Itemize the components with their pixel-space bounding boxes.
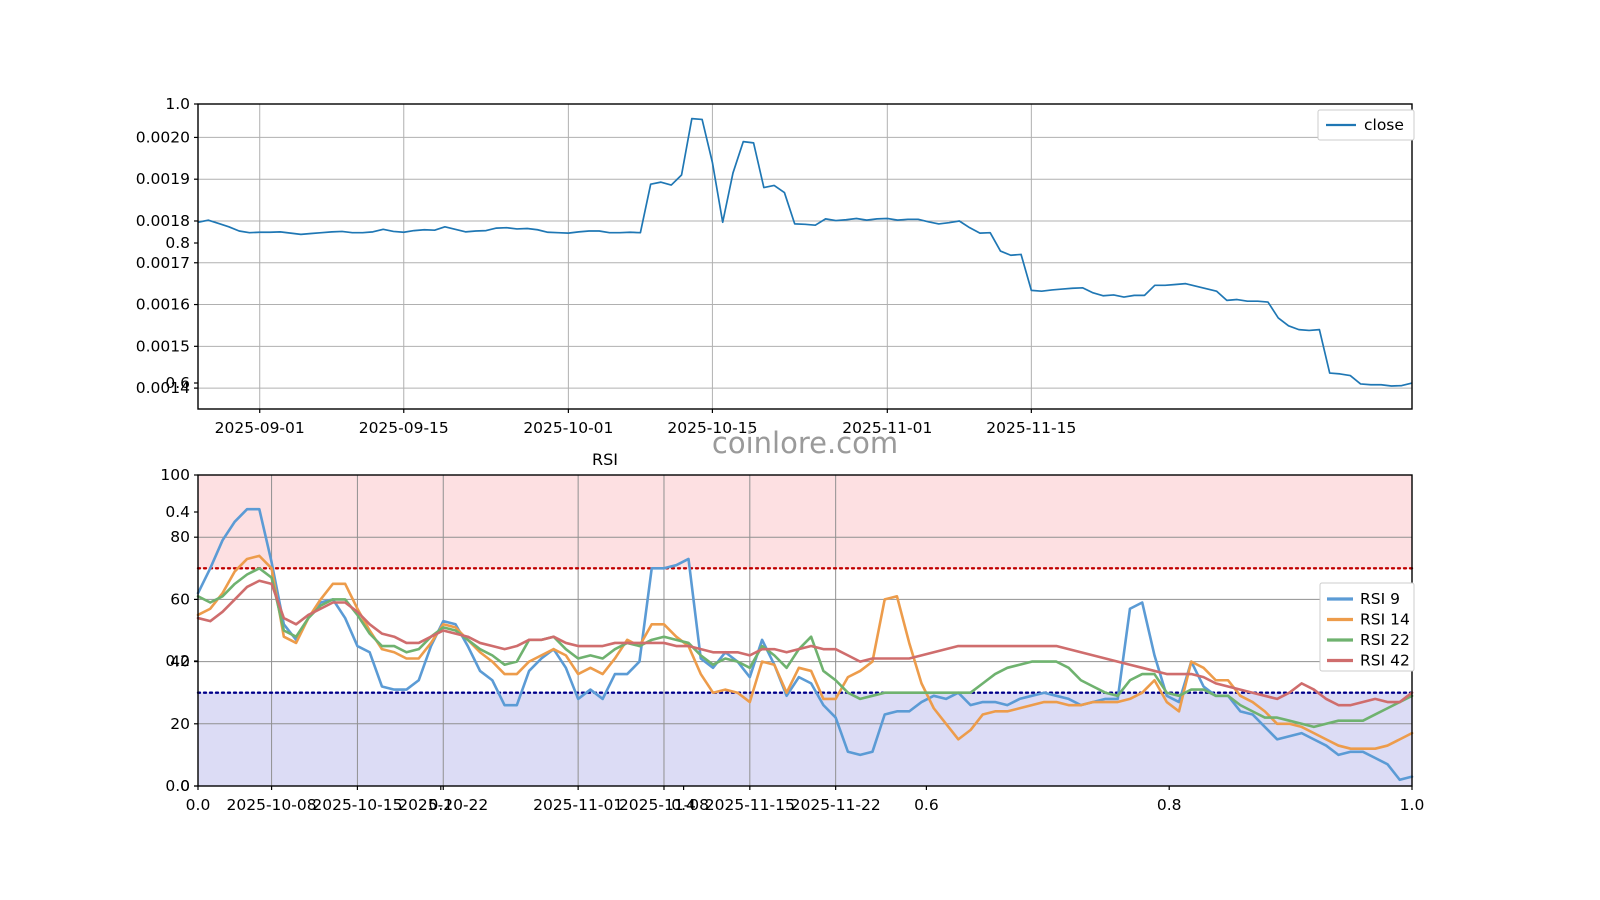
rsi-y-axis-ticks: 0 20 40 60 80 100 0.0 0.2 0.4 <box>160 466 198 795</box>
rsi-x-tick-label-ghost: 0.0 <box>186 796 211 814</box>
rsi-legend-label-2: RSI 22 <box>1360 631 1410 649</box>
rsi-line-rsi-42 <box>196 579 1414 707</box>
rsi-x-tick-label: 2025-11-22 <box>791 796 881 814</box>
price-x-tick-label: 2025-11-15 <box>986 419 1076 437</box>
rsi-x-tick-label: 2025-11-15 <box>705 796 795 814</box>
rsi-legend-label-0: RSI 9 <box>1360 590 1400 608</box>
rsi-title-group: RSI <box>592 450 618 469</box>
rsi-series-group <box>196 507 1414 782</box>
rsi-legend-label-3: RSI 42 <box>1360 652 1410 670</box>
rsi-y-tick-label: 100 <box>160 466 190 484</box>
watermark-text: coinlore.com <box>712 426 898 460</box>
rsi-x-tick-label-ghost: 0.8 <box>1157 796 1182 814</box>
price-x-tick-label: 2025-10-15 <box>667 419 757 437</box>
rsi-legend-label-1: RSI 14 <box>1360 611 1410 629</box>
price-x-tick-label: 2025-09-15 <box>359 419 449 437</box>
rsi-title: RSI <box>592 450 618 469</box>
price-line-close <box>197 117 1413 387</box>
price-y-tick-label-ghost: 1.0 <box>165 95 190 113</box>
rsi-y-tick-label-ghost: 0.0 <box>165 777 190 795</box>
rsi-gridlines <box>198 475 1412 786</box>
rsi-x-tick-label-ghost: 0.2 <box>428 796 453 814</box>
price-x-tick-label: 2025-11-01 <box>842 419 932 437</box>
oversold-band <box>198 692 1412 786</box>
rsi-y-tick-label: 40 <box>170 653 190 671</box>
price-y-tick-label: 0.0017 <box>136 254 190 272</box>
rsi-y-tick-label: 20 <box>170 715 190 733</box>
rsi-line-rsi-22 <box>196 567 1414 729</box>
rsi-x-tick-label: 2025-11-08 <box>619 796 709 814</box>
rsi-line-rsi-14 <box>196 554 1414 750</box>
price-plot-border <box>197 103 1413 410</box>
price-axes-frame <box>197 103 1413 410</box>
rsi-x-tick-label: 2025-10-22 <box>398 796 488 814</box>
rsi-legend-box <box>1319 582 1415 672</box>
price-series-close <box>197 117 1413 387</box>
price-legend-box <box>1317 109 1415 141</box>
rsi-x-tick-label: 2025-11-01 <box>533 796 623 814</box>
rsi-threshold-bands <box>198 475 1412 786</box>
price-x-axis-ticks: 2025-09-01 2025-09-15 2025-10-01 2025-10-15… <box>215 409 1076 437</box>
price-gridlines <box>198 104 1412 409</box>
rsi-x-tick-label-ghost: 1.0 <box>1400 796 1425 814</box>
price-y-tick-label: 0.0019 <box>136 170 190 188</box>
price-y-tick-label-ghost: 0.6 <box>165 374 190 392</box>
rsi-x-tick-label-ghost: 0.6 <box>914 796 939 814</box>
price-y-axis-ticks: 0.0014 0.0015 0.0016 0.0017 0.0018 0.0019 0.00… <box>136 95 198 397</box>
price-y-tick-label: 0.0016 <box>136 296 190 314</box>
price-y-tick-label: 0.0018 <box>136 212 190 230</box>
price-y-tick-label: 0.0020 <box>136 128 190 146</box>
price-legend: close <box>1317 109 1415 141</box>
rsi-x-tick-label: 2025-10-15 <box>312 796 402 814</box>
price-y-tick-label: 0.0014 <box>136 379 190 397</box>
overbought-band <box>198 475 1412 569</box>
rsi-legend: RSI 9 RSI 14 RSI 22 RSI 42 <box>1319 582 1415 672</box>
rsi-y-tick-label-ghost: 0.2 <box>165 652 190 670</box>
rsi-y-tick-label: 60 <box>170 590 190 608</box>
rsi-threshold-lines <box>196 567 1414 694</box>
rsi-x-tick-label: 2025-10-08 <box>227 796 317 814</box>
rsi-y-tick-label: 0 <box>180 777 190 795</box>
rsi-x-tick-label-ghost: 0.4 <box>671 796 696 814</box>
rsi-y-tick-label-ghost: 0.4 <box>165 503 190 521</box>
rsi-line-rsi-9 <box>196 507 1414 782</box>
watermark-layer: coinlore.com <box>712 426 898 460</box>
price-chart: 0.0014 0.0015 0.0016 0.0017 0.0018 0.0019 0.00… <box>136 95 1415 437</box>
price-y-tick-label: 0.0015 <box>136 337 190 355</box>
price-y-tick-label-ghost: 0.8 <box>165 234 190 252</box>
rsi-y-tick-label: 80 <box>170 528 190 546</box>
price-x-tick-label: 2025-09-01 <box>215 419 305 437</box>
price-legend-label: close <box>1364 116 1404 134</box>
price-x-tick-label: 2025-10-01 <box>523 419 613 437</box>
